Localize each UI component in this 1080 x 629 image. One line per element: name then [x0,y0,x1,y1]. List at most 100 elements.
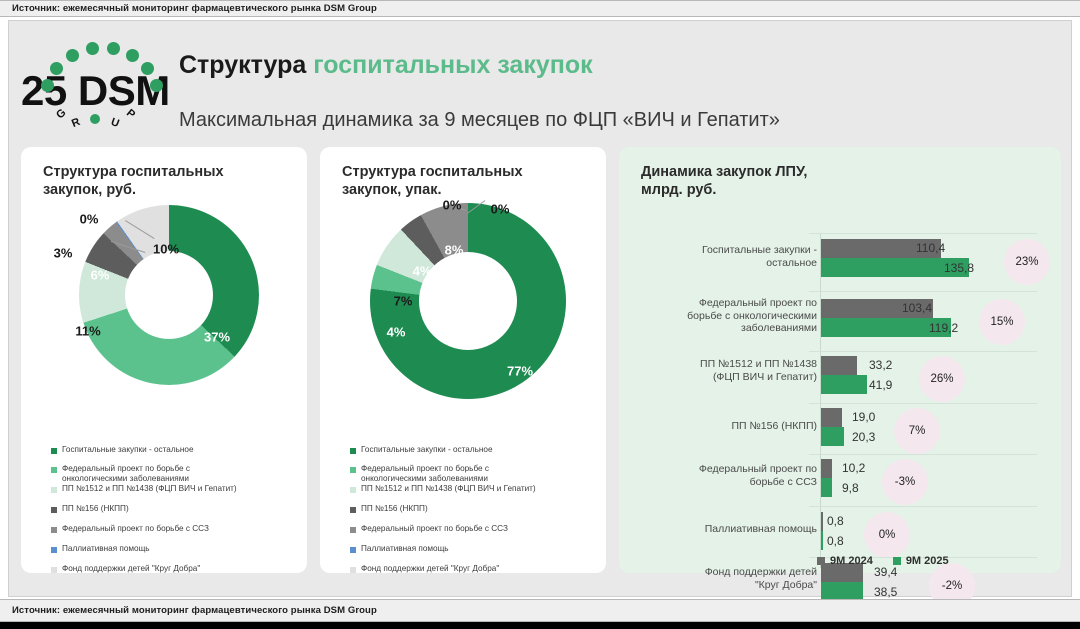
bar-row: Госпитальные закупки - остальное 110,4 1… [619,233,1061,291]
bar-value-2024: 103,4 [902,301,933,315]
bottom-black-edge [0,622,1080,629]
logo-group-letter: U [109,116,121,130]
legend-label: Госпитальные закупки - остальное [361,445,493,454]
bar-row-separator [809,233,1037,234]
logo-arc-dot [126,49,139,62]
legend-swatch-icon [350,527,356,533]
source-note-bottom: Источник: ежемесячный мониторинг фармаце… [12,605,377,616]
bar-chart-legend: 9M 2024 9M 2025 [817,555,949,567]
legend-swatch-icon [350,467,356,473]
legend-swatch-icon [350,448,356,454]
logo-arc-dot [150,79,163,92]
page-title-plain: Структура [179,51,314,79]
logo-arc-dot [141,62,154,75]
legend-swatch-icon [817,557,825,565]
legend-swatch-icon [51,507,57,513]
bar-2025 [821,375,867,394]
bar-value-2024: 110,4 [916,241,946,255]
page-title-accent: госпитальных закупок [313,51,593,79]
bar-2024 [821,408,842,427]
donut-slice-label: 4% [412,263,432,279]
bar-2024 [821,299,933,318]
bar-row: Федеральный проект по борьбе с ССЗ 10,2 … [619,454,1061,506]
source-note-top: Источник: ежемесячный мониторинг фармаце… [12,3,377,14]
legend-label: Паллиативная помощь [361,544,449,553]
bar-2025 [821,318,951,337]
bar-category-label: Фонд поддержки детей "Круг Добра" [704,566,817,591]
legend-label-2025: 9M 2025 [905,555,949,567]
bar-2024 [821,239,941,258]
logo-arc-dot [86,42,99,55]
donut-slice-label: 0% [490,201,510,217]
legend-swatch-icon [51,567,57,573]
bar-row-separator [809,506,1037,507]
donut-slice-label: 6% [90,267,110,283]
bar-2024 [821,356,857,375]
bar-value-2025: 119,2 [929,321,959,335]
page-title: Структура госпитальных закупок [179,51,593,80]
bar-category-label: Госпитальные закупки - остальное [701,244,817,269]
bar-value-2024: 0,8 [827,514,844,528]
donut-slice-label: 0% [442,197,462,213]
growth-bubble: 15% [979,299,1025,345]
legend-item: ПП №1512 и ПП №1438 (ФЦП ВИЧ и Гепатит) [51,484,237,494]
legend-swatch-icon [350,507,356,513]
bar-row: ПП №156 (НКПП) 19,0 20,3 7% [619,403,1061,454]
legend-item: Паллиативная помощь [350,544,449,554]
logo-group-letter: R [70,115,82,131]
donut-slice-label: 11% [75,323,101,339]
legend-label-2024: 9M 2024 [830,555,873,567]
donut-slice-label: 0% [79,211,99,227]
card-structure-rub: Структура госпитальных закупок, руб. 37%… [21,147,307,573]
legend-swatch-icon [51,448,57,454]
logo-arc-dot [41,79,54,92]
donut-slice-label: 7% [393,293,413,309]
legend-item: Федеральный проект по борьбе с онкологич… [350,464,489,484]
bar-row-separator [809,351,1037,352]
legend-swatch-icon [51,487,57,493]
bar-value-2024: 33,2 [869,358,893,372]
bar-2025 [821,258,969,277]
logo-arc-dot [50,62,63,75]
growth-bubble: 23% [1004,239,1050,285]
bar-value-2025: 38,5 [874,585,898,599]
legend-item: Госпитальные закупки - остальное [350,445,493,455]
bar-value-2025: 20,3 [852,430,876,444]
bar-row-separator [809,557,1037,558]
dsm-group-logo: 25 DSM G R O U P [17,29,172,134]
legend-swatch-icon [51,467,57,473]
bar-category-label: Паллиативная помощь [704,523,817,535]
bottom-source-strip: Источник: ежемесячный мониторинг фармаце… [0,599,1080,622]
legend-label: Паллиативная помощь [62,544,150,553]
donut-slice-label: 8% [444,242,464,258]
bar-2025 [821,478,832,497]
legend-item: Федеральный проект по борьбе с ССЗ [350,524,508,534]
bar-category-label: ПП №1512 и ПП №1438 (ФЦП ВИЧ и Гепатит) [700,358,817,383]
legend-label: Федеральный проект по борьбе с онкологич… [62,464,190,483]
bar-category-label: Федеральный проект по борьбе с ССЗ [698,463,817,488]
bar-category-label: ПП №156 (НКПП) [731,420,818,432]
bar-value-2025: 9,8 [842,481,859,495]
bar-value-2025: 135,8 [944,261,975,275]
top-source-strip: Источник: ежемесячный мониторинг фармаце… [0,0,1080,17]
bar-2024 [821,512,823,531]
bar-category-label: Федеральный проект по борьбе с онкологич… [687,297,817,334]
growth-bubble: 7% [894,408,940,454]
card-title-structure-pack: Структура госпитальных закупок, упак. [342,164,523,198]
legend-label: Федеральный проект по борьбе с ССЗ [62,524,209,533]
bar-row: ПП №1512 и ПП №1438 (ФЦП ВИЧ и Гепатит) … [619,351,1061,403]
donut-chart-rub: 37% 33% 11% 6% 3% 0% 10% [21,197,307,440]
bar-2025 [821,531,823,550]
bar-row: Паллиативная помощь 0,8 0,8 0% [619,506,1061,558]
bar-row: Федеральный проект по борьбе с онкологич… [619,291,1061,351]
bar-value-2025: 0,8 [827,534,844,548]
legend-label: Федеральный проект по борьбе с ССЗ [361,524,508,533]
legend-swatch-icon [51,547,57,553]
legend-item: Фонд поддержки детей "Круг Добра" [51,564,200,574]
donut-slice-label: 37% [203,329,231,345]
legend-label: ПП №1512 и ПП №1438 (ФЦП ВИЧ и Гепатит) [361,484,536,493]
bar-axis-line [820,233,821,568]
donut-chart-pack: 77% 4% 7% 4% 8% 0% 0% [320,189,606,419]
bar-2025 [821,582,863,601]
legend-label: ПП №156 (НКПП) [62,504,129,513]
